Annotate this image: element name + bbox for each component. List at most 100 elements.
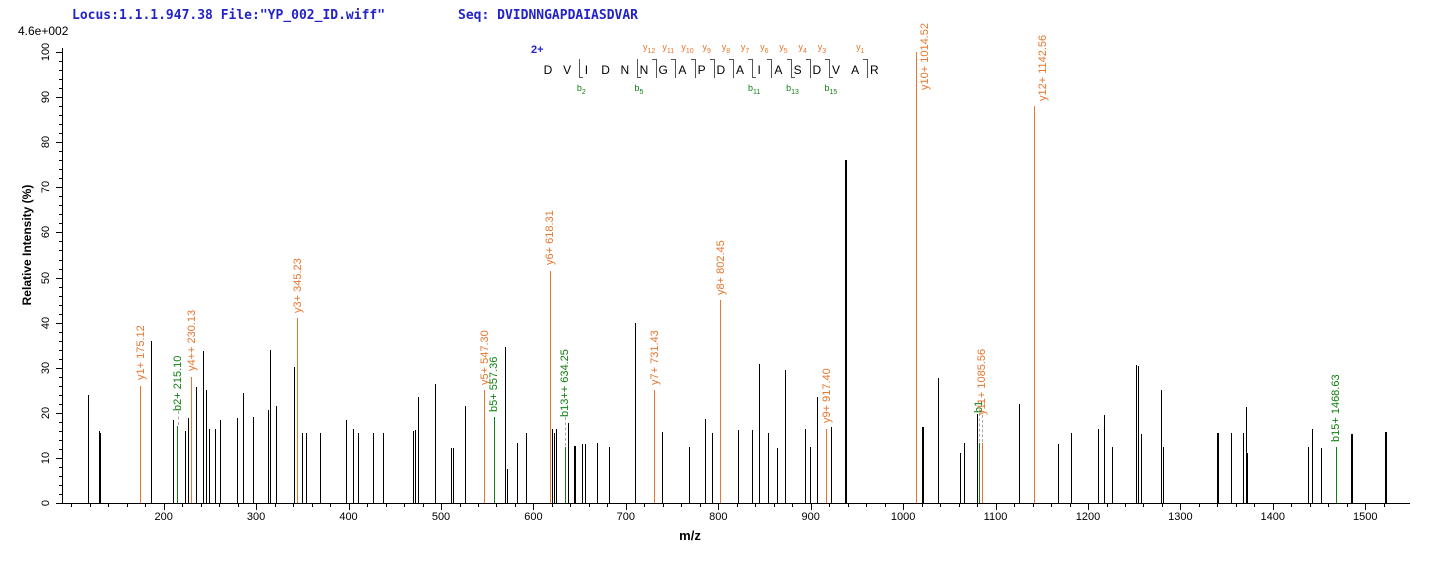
peak [608, 446, 610, 503]
x-tick [256, 504, 258, 510]
y-tick [56, 97, 62, 99]
x-tick [773, 504, 775, 507]
y-ion-ladder-label: y5 [779, 42, 788, 55]
y-fragment-hook [748, 59, 753, 60]
peak [209, 428, 211, 503]
x-tick [1235, 504, 1237, 507]
peak [776, 448, 778, 503]
y-tick-label: 60 [40, 226, 52, 239]
x-tick [1143, 504, 1145, 507]
peak [1097, 429, 1099, 503]
x-tick [348, 504, 350, 510]
peak [358, 433, 360, 503]
peak [1245, 406, 1247, 503]
y-tick [59, 106, 62, 108]
peak [1070, 433, 1072, 503]
x-tick [89, 504, 91, 507]
peak [1384, 432, 1387, 503]
x-tick [1069, 504, 1071, 507]
peak [237, 418, 239, 503]
x-tick [1125, 504, 1126, 507]
y-ion-peak [549, 270, 551, 503]
sequence-residue: D [543, 63, 553, 77]
b-ion-ladder-label: b13 [786, 83, 799, 96]
x-tick [792, 504, 794, 507]
y-tick [59, 133, 62, 135]
x-tick [847, 504, 849, 507]
x-tick [514, 504, 516, 507]
y-tick [59, 448, 62, 450]
sequence-residue: I [757, 63, 761, 77]
x-tick [699, 504, 701, 507]
fragmentation-mark [675, 59, 677, 78]
fragmentation-mark [656, 59, 658, 78]
b-ion-ladder-label: b5 [634, 83, 644, 96]
x-tick [477, 504, 479, 507]
peak [452, 447, 454, 503]
peak [804, 429, 806, 503]
x-tick [385, 504, 387, 507]
b-fragment-hook [636, 77, 641, 78]
x-tick-label: 700 [616, 511, 635, 523]
peak [662, 431, 664, 503]
peak [1057, 444, 1059, 503]
y-tick [59, 124, 62, 126]
peak [1321, 447, 1323, 503]
x-tick [1088, 504, 1089, 510]
x-tick [755, 504, 757, 507]
peak [767, 433, 769, 503]
x-tick [940, 504, 942, 507]
peak [525, 433, 527, 503]
peak [219, 419, 221, 503]
sequence-residue: V [831, 63, 841, 77]
y-tick-label: 0 [40, 499, 52, 507]
x-tick-label: 1500 [1353, 511, 1378, 523]
y-tick [59, 466, 62, 468]
x-tick [311, 504, 313, 507]
sequence-residue: D [812, 63, 822, 77]
fragmentation-mark [752, 59, 754, 78]
b-fragment-hook [790, 77, 795, 78]
x-tick [237, 504, 239, 507]
peak [575, 445, 577, 503]
peak [434, 383, 436, 503]
y-tick [59, 223, 62, 225]
peak [507, 469, 508, 503]
x-tick-label: 1000 [890, 511, 916, 523]
peak [352, 429, 354, 503]
x-tick [1217, 504, 1219, 507]
max-intensity-label: 4.6e+002 [18, 24, 69, 38]
x-tick [810, 504, 812, 510]
y-tick [59, 385, 62, 387]
peak [556, 429, 557, 503]
x-tick [182, 504, 184, 507]
x-tick [921, 504, 923, 507]
x-tick [903, 504, 905, 510]
precursor-charge-label: 2+ [531, 44, 544, 56]
peak [712, 432, 714, 503]
y-ion-peak [981, 443, 983, 503]
peak [844, 160, 847, 503]
sequence-residue: N [639, 63, 649, 77]
y-ion-peak [826, 428, 828, 503]
peak [581, 444, 583, 503]
peak [205, 390, 207, 504]
x-tick [588, 504, 590, 507]
x-tick-label: 900 [801, 511, 820, 523]
peak-annotation-label: y7+ 731.43 [648, 330, 661, 385]
y-tick [59, 169, 62, 171]
y-fragment-hook [709, 59, 714, 60]
x-tick [274, 504, 276, 507]
peak-annotation-label: b5+ 557.36 [488, 356, 500, 412]
peak [464, 406, 466, 503]
y-tick [59, 286, 62, 288]
y-tick [56, 503, 62, 504]
peak [1247, 453, 1249, 503]
x-tick [570, 504, 572, 507]
x-tick-label: 1300 [1168, 511, 1193, 523]
sequence-residue: A [774, 63, 783, 77]
peak [816, 397, 818, 503]
fragmentation-mark [636, 59, 638, 78]
x-tick-label: 1400 [1260, 511, 1286, 523]
